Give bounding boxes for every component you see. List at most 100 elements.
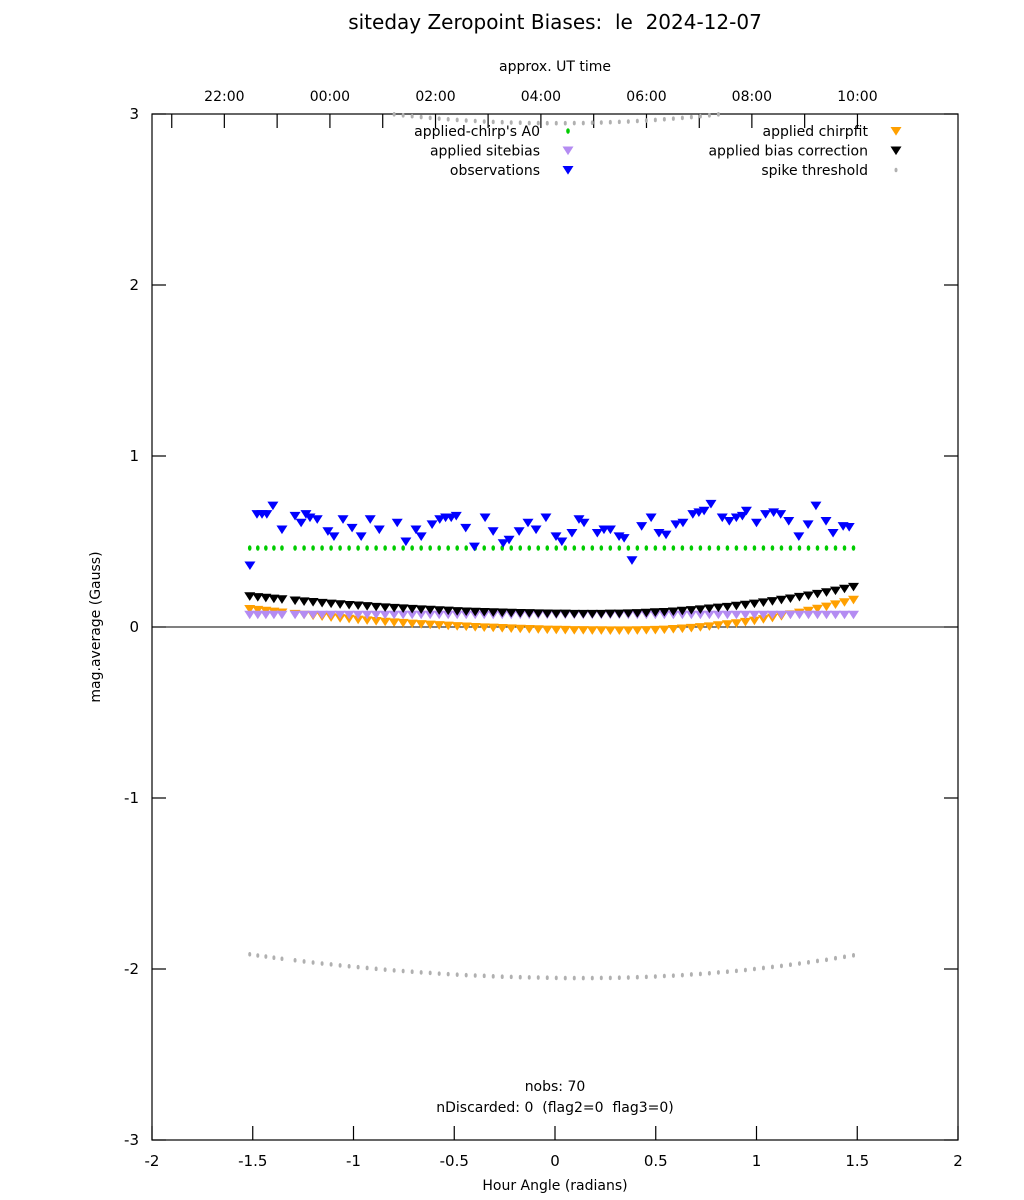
marker-triangle <box>328 532 340 541</box>
marker-dot <box>248 951 252 957</box>
marker-triangle <box>848 595 860 605</box>
marker-triangle <box>550 625 562 635</box>
marker-dot <box>272 545 276 551</box>
marker-dot <box>437 971 441 976</box>
marker-triangle <box>568 609 580 619</box>
marker-triangle <box>478 623 490 632</box>
marker-triangle <box>760 510 772 519</box>
marker-triangle <box>244 605 256 614</box>
marker-triangle <box>591 528 603 538</box>
marker-triangle <box>352 610 364 620</box>
marker-triangle <box>295 518 307 528</box>
marker-dot <box>482 973 486 979</box>
marker-triangle <box>343 610 355 620</box>
marker-triangle <box>694 605 706 614</box>
x-tick-label: -0.5 <box>440 1152 469 1170</box>
y-tick-label: 1 <box>129 447 139 465</box>
y-tick-label: 0 <box>129 618 139 636</box>
chart-title: siteday Zeropoint Biases: le 2024-12-07 <box>348 10 762 34</box>
marker-dot <box>365 545 369 551</box>
marker-dot <box>894 167 898 173</box>
marker-triangle <box>604 626 616 636</box>
marker-dot <box>311 545 315 551</box>
marker-triangle <box>613 626 625 636</box>
marker-triangle <box>352 615 364 625</box>
marker-triangle <box>622 609 634 618</box>
marker-triangle <box>802 520 814 529</box>
marker-triangle <box>307 598 319 607</box>
marker-triangle <box>631 626 643 635</box>
marker-dot <box>851 545 856 551</box>
marker-dot <box>464 972 468 978</box>
marker-dot <box>707 545 712 551</box>
marker-triangle <box>496 608 508 618</box>
marker-triangle <box>595 626 607 635</box>
marker-triangle <box>514 608 526 618</box>
marker-triangle <box>721 602 733 612</box>
top-tick-label: 22:00 <box>204 89 244 105</box>
marker-dot <box>563 120 567 126</box>
marker-triangle <box>514 624 526 634</box>
marker-triangle <box>721 620 733 629</box>
marker-dot <box>617 975 621 981</box>
marker-triangle <box>523 625 535 634</box>
marker-triangle <box>748 616 760 626</box>
top-tick-label: 06:00 <box>626 89 666 105</box>
marker-triangle <box>751 518 762 528</box>
marker-dot <box>365 965 369 971</box>
marker-triangle <box>676 606 688 616</box>
marker-dot <box>698 971 702 977</box>
marker-triangle <box>276 610 288 620</box>
legend: applied-chirp's A0 applied sitebias observ… <box>414 124 902 179</box>
marker-triangle <box>757 615 769 624</box>
marker-triangle <box>415 605 427 614</box>
marker-triangle <box>307 610 319 620</box>
marker-dot <box>680 545 685 551</box>
x-tick-label: 1.5 <box>845 1152 869 1170</box>
marker-triangle <box>820 516 832 526</box>
marker-triangle <box>325 610 337 620</box>
marker-triangle <box>687 510 699 519</box>
marker-triangle <box>685 606 697 615</box>
marker-triangle <box>261 510 273 519</box>
marker-dot <box>680 972 684 978</box>
marker-dot <box>554 120 558 126</box>
marker-triangle <box>556 537 568 547</box>
marker-triangle <box>424 605 436 615</box>
marker-triangle <box>723 516 735 526</box>
marker-dot <box>761 965 765 971</box>
marker-triangle <box>388 618 400 627</box>
marker-dot <box>428 545 432 551</box>
marker-triangle <box>361 602 373 611</box>
marker-triangle <box>460 622 472 632</box>
marker-dot <box>833 955 837 961</box>
marker-triangle <box>712 603 724 613</box>
marker-triangle <box>685 610 697 620</box>
marker-triangle <box>829 586 841 596</box>
x-tick-label: 0 <box>550 1152 560 1170</box>
marker-dot <box>662 973 666 979</box>
marker-triangle <box>712 621 724 630</box>
y-tick-label: 3 <box>129 105 139 123</box>
marker-dot <box>383 967 387 972</box>
legend-label-biascorr: applied bias correction <box>708 144 868 160</box>
marker-triangle <box>730 513 742 523</box>
marker-dot <box>264 954 268 959</box>
marker-dot <box>566 128 570 134</box>
marker-dot <box>280 545 284 551</box>
marker-triangle <box>793 532 805 541</box>
series-spike <box>248 112 856 981</box>
legend-label-chirpfit: applied chirpfit <box>763 124 869 140</box>
marker-triangle <box>613 609 625 619</box>
x-axis-title: Hour Angle (radians) <box>482 1178 627 1194</box>
marker-dot <box>437 545 441 551</box>
marker-triangle <box>316 610 328 620</box>
marker-dot <box>545 545 550 551</box>
marker-triangle <box>388 610 400 620</box>
marker-triangle <box>460 523 472 533</box>
marker-dot <box>347 545 351 551</box>
marker-dot <box>455 972 459 977</box>
marker-dot <box>590 120 594 126</box>
marker-triangle <box>513 527 525 536</box>
marker-dot <box>518 120 522 126</box>
